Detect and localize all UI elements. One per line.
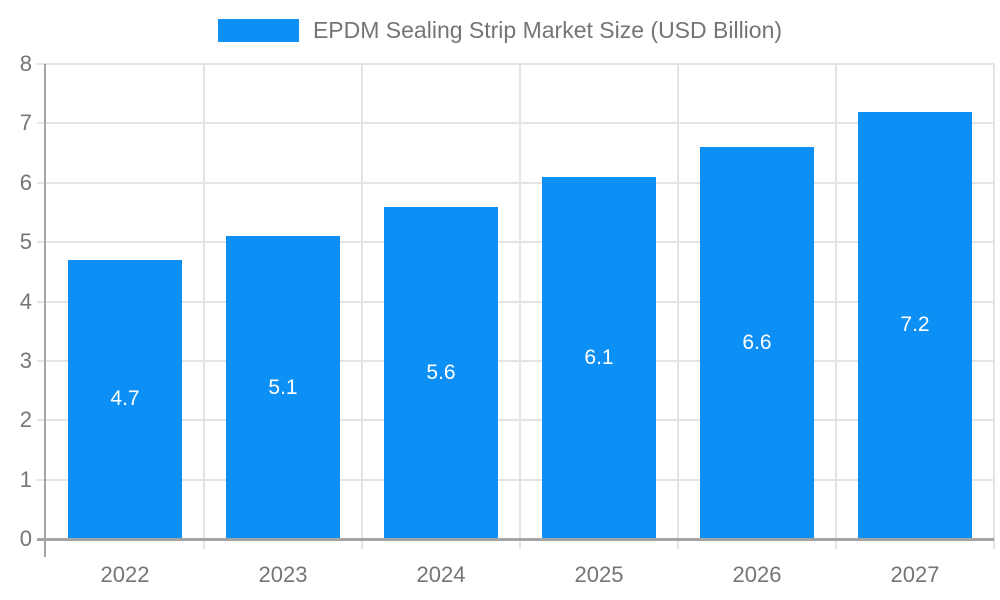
x-axis-tick-label-2023: 2023 <box>258 562 308 587</box>
x-axis-tick-label-2025: 2025 <box>574 562 624 587</box>
y-axis-tick-label-3: 3 <box>19 347 32 373</box>
legend: EPDM Sealing Strip Market Size (USD Bill… <box>0 17 1000 44</box>
y-axis-tick-label-6: 6 <box>19 169 32 195</box>
bar-2026[interactable] <box>700 147 814 539</box>
y-gridline-2 <box>37 419 994 422</box>
y-gridline-5 <box>37 241 994 244</box>
y-gridline-4 <box>37 300 994 303</box>
y-gridline-8 <box>37 63 994 65</box>
y-axis-line <box>44 64 46 557</box>
bar-2023[interactable] <box>226 236 340 539</box>
legend-label: EPDM Sealing Strip Market Size (USD Bill… <box>312 17 783 43</box>
x-axis-tick-label-2022: 2022 <box>100 562 150 587</box>
x-axis-tick-label-2026: 2026 <box>732 562 782 587</box>
y-axis-tick-label-1: 1 <box>19 466 32 492</box>
bar-value-label-2027: 7.2 <box>900 313 930 337</box>
bar-value-label-2026: 6.6 <box>742 331 772 355</box>
x-axis-tick-label-2027: 2027 <box>890 562 940 587</box>
x-axis-tick-label-2024: 2024 <box>416 562 466 587</box>
y-axis-tick-label-4: 4 <box>19 288 32 314</box>
y-gridline-7 <box>37 122 994 125</box>
bar-value-label-2024: 5.6 <box>426 360 456 384</box>
bar-2025[interactable] <box>542 176 656 539</box>
x-gridline-1 <box>203 64 205 549</box>
legend-item-market-size[interactable]: EPDM Sealing Strip Market Size (USD Bill… <box>217 17 783 44</box>
legend-color-swatch-icon <box>217 19 299 42</box>
y-gridline-1 <box>37 478 994 481</box>
y-axis-tick-label-5: 5 <box>19 229 32 255</box>
x-axis-line <box>37 538 994 541</box>
x-gridline-3 <box>519 64 521 549</box>
y-axis-tick-label-2: 2 <box>19 407 32 433</box>
bar-2027[interactable] <box>858 111 972 539</box>
x-gridline-5 <box>835 64 837 549</box>
bar-value-label-2022: 4.7 <box>110 387 140 411</box>
bar-2024[interactable] <box>384 206 498 539</box>
y-axis-tick-label-8: 8 <box>19 51 32 76</box>
x-gridline-6 <box>993 64 995 549</box>
y-axis-tick-label-0: 0 <box>19 526 32 551</box>
y-axis-tick-label-7: 7 <box>19 110 32 136</box>
bar-value-label-2025: 6.1 <box>584 345 614 369</box>
x-gridline-2 <box>361 64 363 549</box>
y-gridline-6 <box>37 181 994 184</box>
bar-2022[interactable] <box>68 259 182 539</box>
bar-value-label-2023: 5.1 <box>268 375 298 399</box>
y-gridline-3 <box>37 359 994 362</box>
x-gridline-4 <box>677 64 679 549</box>
